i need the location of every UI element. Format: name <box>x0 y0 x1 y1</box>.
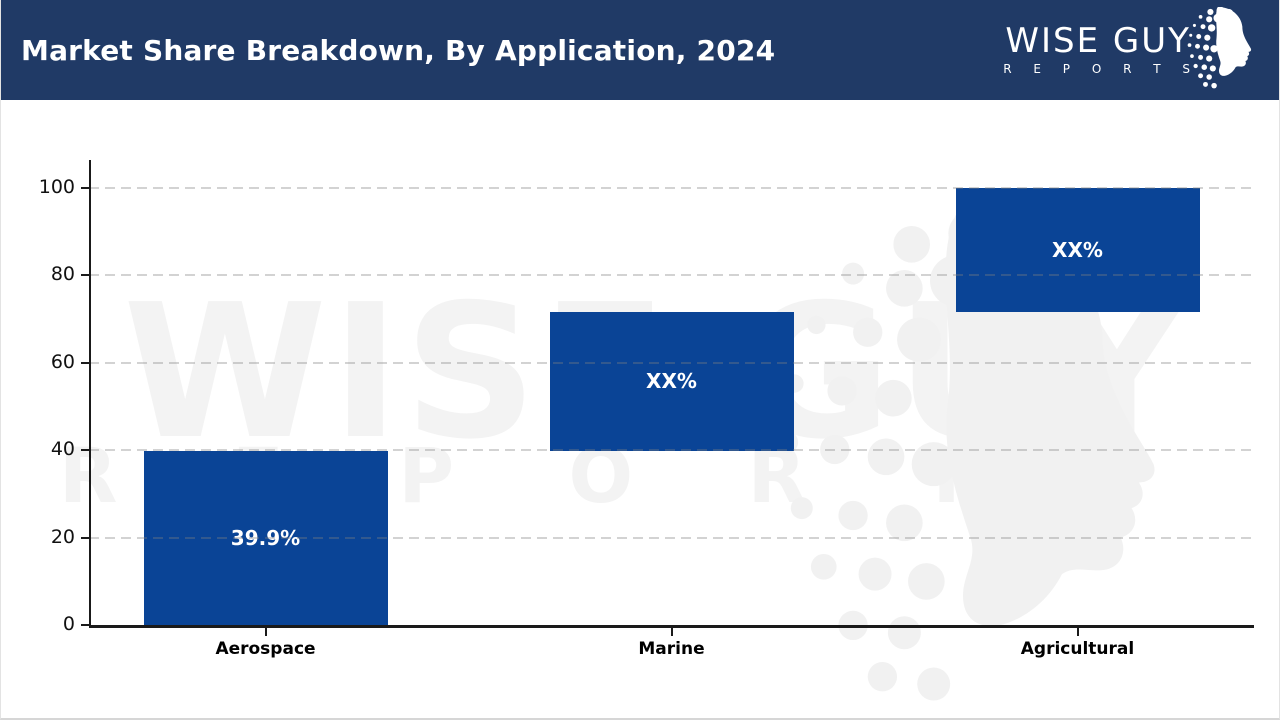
y-tick-label: 60 <box>50 350 75 373</box>
gridline <box>89 274 1254 277</box>
logo-subtext: R E P O R T S <box>1003 62 1199 76</box>
bar-value-label: 39.9% <box>230 525 301 550</box>
category-label: Marine <box>638 639 705 659</box>
gridline <box>89 361 1254 364</box>
gridline <box>89 449 1254 452</box>
page-title: Market Share Breakdown, By Application, … <box>21 33 776 67</box>
category-label: Aerospace <box>215 639 316 659</box>
header: Market Share Breakdown, By Application, … <box>1 0 1279 100</box>
x-tick <box>670 628 673 636</box>
x-axis-line <box>89 625 1254 628</box>
bar-segment: XX% <box>955 188 1200 313</box>
gridline <box>89 187 1254 189</box>
y-tick-label: 100 <box>38 176 75 198</box>
chart-area: WISE GUY R E P O R T S 0 20 40 60 80 100 39.9%… <box>1 100 1279 718</box>
brand-logo-text: WISE GUY R E P O R T S <box>997 24 1199 76</box>
gridline <box>89 536 1254 539</box>
x-tick <box>1076 628 1079 636</box>
bar-value-label: XX% <box>1052 238 1103 263</box>
y-tick-label: 80 <box>50 263 75 286</box>
bar-segment: XX% <box>549 312 794 451</box>
y-tick <box>81 361 89 364</box>
y-tick <box>81 536 89 539</box>
y-axis-line <box>89 160 91 627</box>
bar-value-label: XX% <box>646 369 697 394</box>
brand-logo: WISE GUY R E P O R T S <box>997 7 1267 93</box>
y-tick <box>81 187 89 189</box>
x-tick <box>264 628 267 636</box>
bar-segment: 39.9% <box>143 450 388 625</box>
y-tick <box>81 449 89 452</box>
y-tick-label: 40 <box>50 438 75 461</box>
y-tick <box>81 624 89 626</box>
y-tick <box>81 274 89 277</box>
y-tick-label: 20 <box>50 525 75 548</box>
category-label: Agricultural <box>1020 639 1135 659</box>
logo-wordmark: WISE GUY <box>1005 21 1191 61</box>
y-tick-label: 0 <box>62 613 75 635</box>
